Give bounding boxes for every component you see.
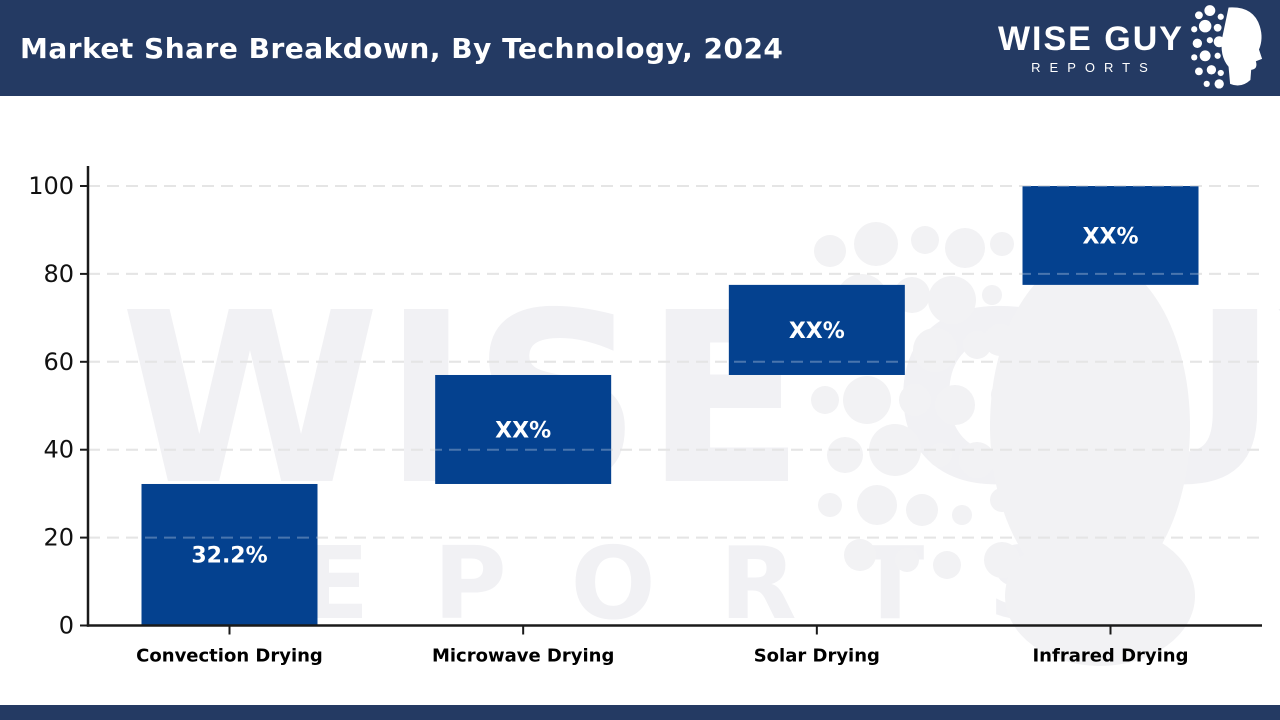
y-tick-label-80: 80 <box>43 260 74 288</box>
bar-value-label: XX% <box>1083 224 1139 249</box>
bar-microwave-drying <box>435 374 612 484</box>
header-bar: Market Share Breakdown, By Technology, 2… <box>0 0 1280 96</box>
logo-subtitle: REPORTS <box>1031 60 1157 75</box>
bar-infrared-drying <box>1022 186 1199 285</box>
bar-value-label: 32.2% <box>191 544 267 569</box>
y-tick-label-100: 100 <box>28 172 74 200</box>
y-tick-label-0: 0 <box>59 612 74 640</box>
x-category-label-infrared-drying: Infrared Drying <box>1032 646 1188 667</box>
logo-wordmark: WISE GUY <box>997 20 1184 58</box>
footer-bar <box>0 705 1280 720</box>
x-category-label-solar-drying: Solar Drying <box>754 646 880 667</box>
wise-guy-logo: WISE GUY REPORTS <box>998 4 1266 92</box>
page-title: Market Share Breakdown, By Technology, 2… <box>20 31 784 65</box>
y-tick-label-60: 60 <box>43 348 74 376</box>
waterfall-chart: 32.2% XX% XX% XX% 0 20 40 60 80 100 Convection Dry… <box>28 166 1262 667</box>
bar-solar-drying <box>728 284 905 375</box>
bar-value-label: XX% <box>789 319 845 344</box>
bar-convection-drying <box>141 483 318 626</box>
watermark-layer: WISE GUY REPORTS <box>0 96 1280 706</box>
watermark-head-dots <box>810 222 1195 666</box>
logo-head-icon <box>1191 5 1263 89</box>
bar-value-label: XX% <box>495 418 551 443</box>
y-tick-label-20: 20 <box>43 524 74 552</box>
x-category-label-convection-drying: Convection Drying <box>136 646 323 667</box>
x-category-label-microwave-drying: Microwave Drying <box>432 646 614 667</box>
logo-text: WISE GUY REPORTS <box>998 22 1184 74</box>
y-tick-label-40: 40 <box>43 436 74 464</box>
